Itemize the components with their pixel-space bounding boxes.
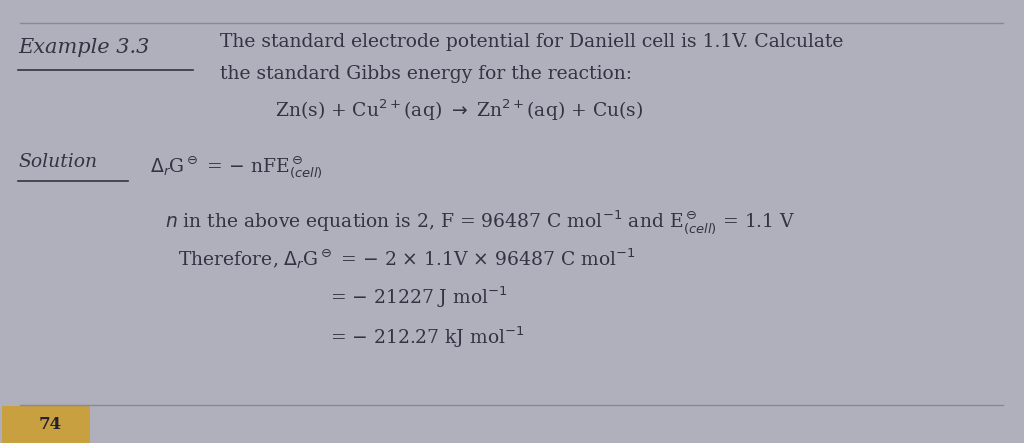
Text: = $-$ 21227 J mol$^{-1}$: = $-$ 21227 J mol$^{-1}$ — [330, 285, 508, 311]
Text: Therefore, $\Delta_r$G$^\ominus$ = $-$ 2 $\times$ 1.1V $\times$ 96487 C mol$^{-1: Therefore, $\Delta_r$G$^\ominus$ = $-$ 2… — [178, 246, 636, 271]
Text: The standard electrode potential for Daniell cell is 1.1V. Calculate: The standard electrode potential for Dan… — [220, 33, 844, 51]
FancyBboxPatch shape — [2, 406, 90, 443]
Text: the standard Gibbs energy for the reaction:: the standard Gibbs energy for the reacti… — [220, 65, 632, 83]
Text: Solution: Solution — [18, 153, 97, 171]
Text: Example 3.3: Example 3.3 — [18, 38, 150, 57]
Text: $\Delta_r$G$^\ominus$ = $-$ nFE$^\ominus_{(cell)}$: $\Delta_r$G$^\ominus$ = $-$ nFE$^\ominus… — [150, 153, 323, 179]
Text: = $-$ 212.27 kJ mol$^{-1}$: = $-$ 212.27 kJ mol$^{-1}$ — [330, 325, 524, 350]
Text: Zn(s) + Cu$^{2+}$(aq) $\rightarrow$ Zn$^{2+}$(aq) + Cu(s): Zn(s) + Cu$^{2+}$(aq) $\rightarrow$ Zn$^… — [274, 98, 643, 124]
Text: $n$ in the above equation is 2, F = 96487 C mol$^{-1}$ and E$^\ominus_{(cell)}$ : $n$ in the above equation is 2, F = 9648… — [165, 208, 796, 235]
Text: 74: 74 — [39, 416, 61, 433]
